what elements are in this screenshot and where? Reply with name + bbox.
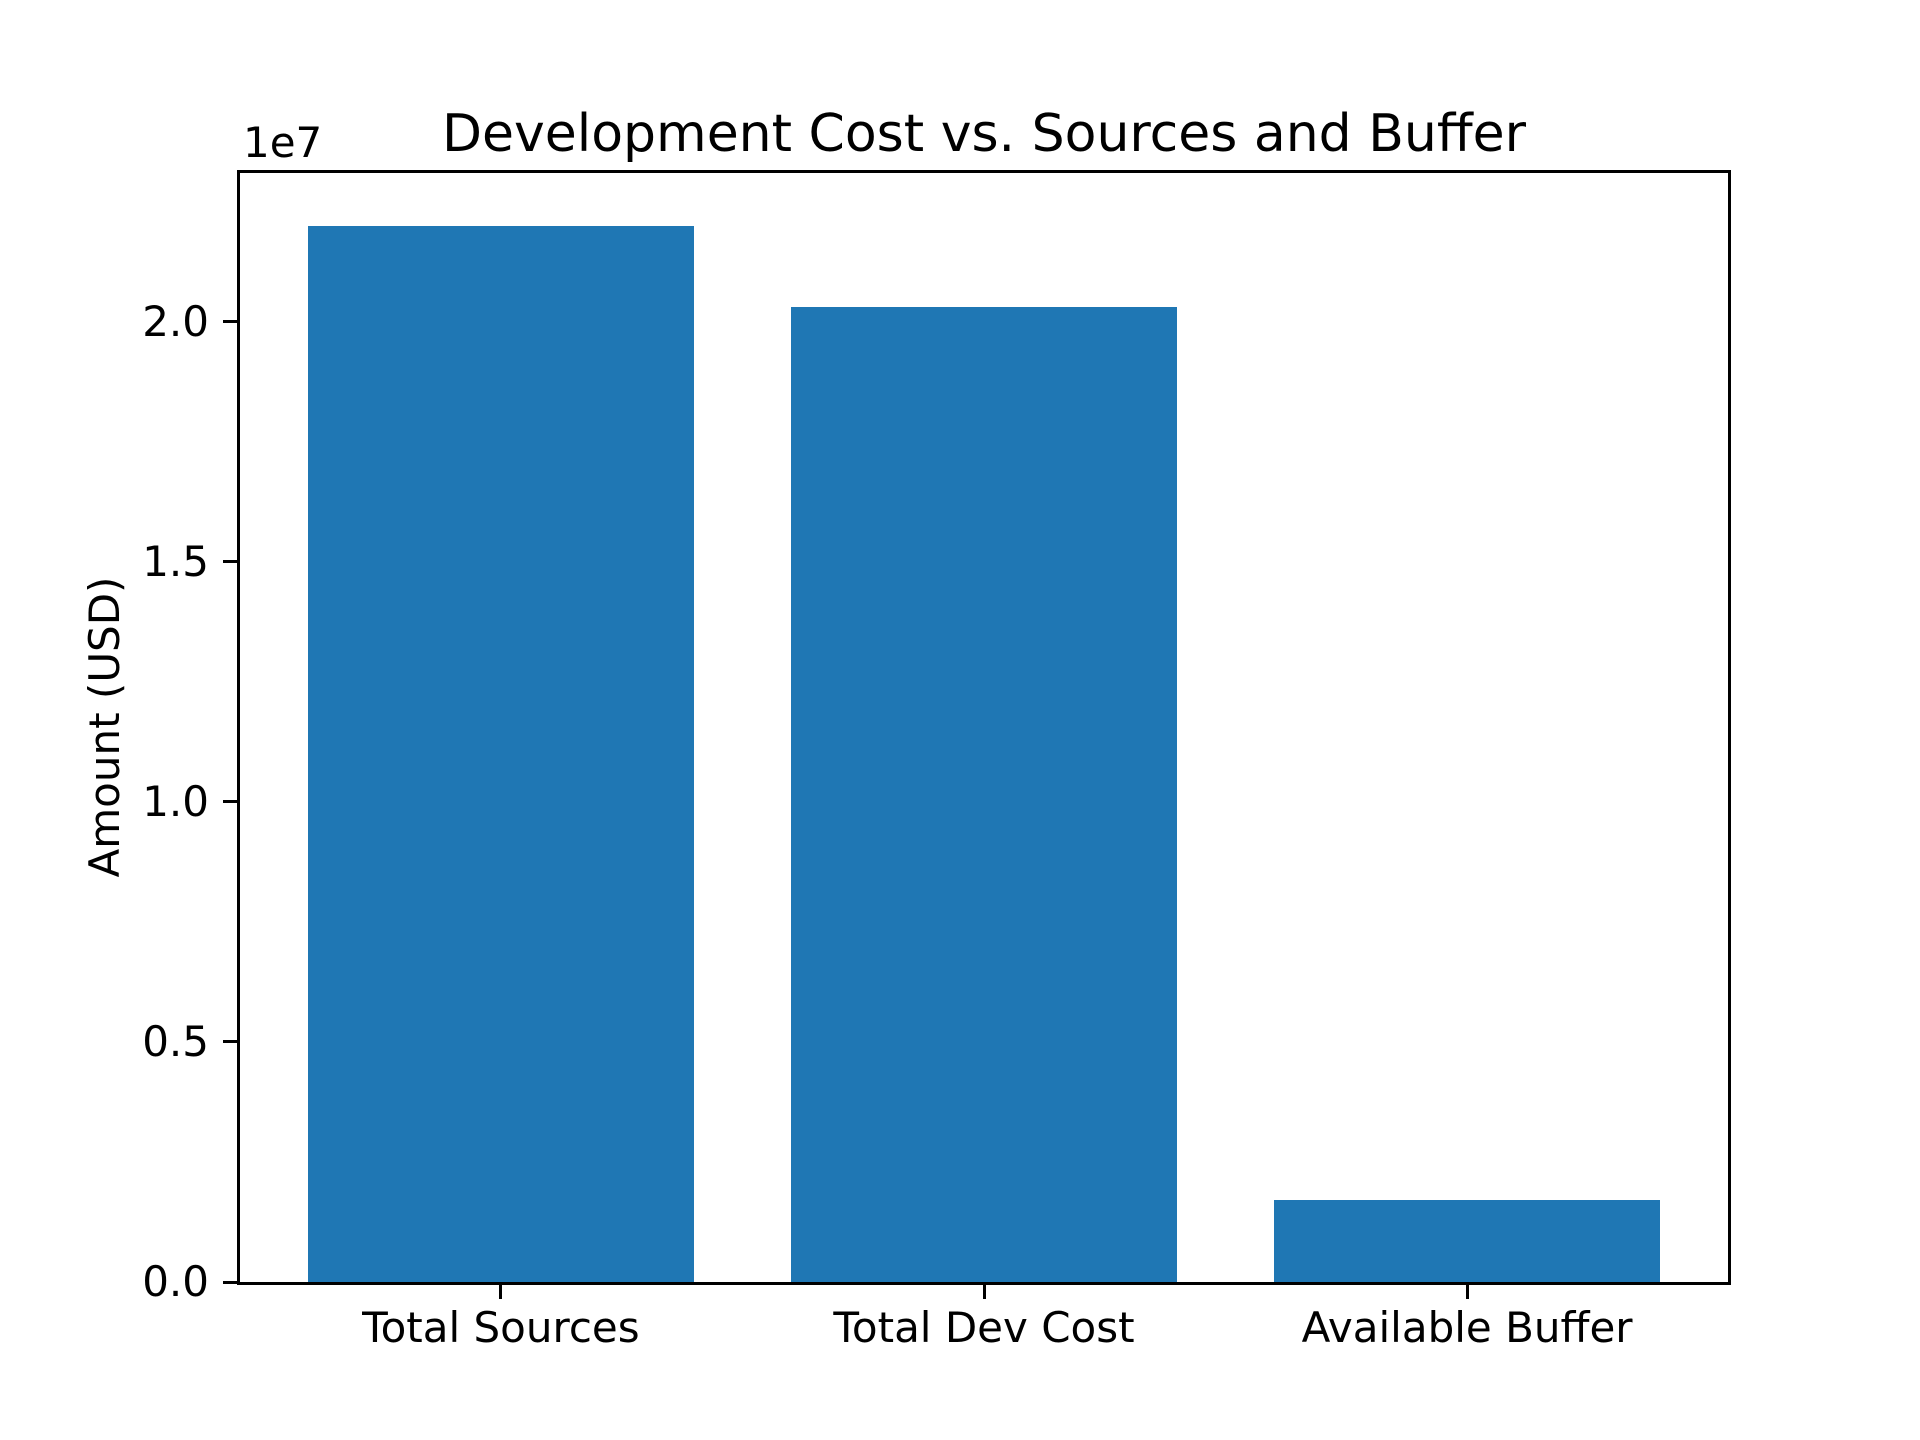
x-tick-mark-total-dev-cost [982, 1285, 986, 1299]
y-tick-mark-1.0 [223, 800, 237, 804]
y-tick-label-1.5: 1.5 [142, 536, 209, 586]
y-tick-mark-0.0 [223, 1280, 237, 1284]
y-tick-label-2.0: 2.0 [142, 296, 209, 346]
x-tick-label-total-dev-cost: Total Dev Cost [833, 1303, 1135, 1352]
x-tick-mark-available-buffer [1465, 1285, 1469, 1299]
bar-total-dev-cost [790, 307, 1178, 1282]
plot-area [237, 170, 1731, 1285]
y-tick-mark-1.5 [223, 560, 237, 564]
y-tick-label-0.5: 0.5 [142, 1016, 209, 1066]
x-tick-label-available-buffer: Available Buffer [1301, 1303, 1633, 1352]
x-tick-label-total-sources: Total Sources [362, 1303, 640, 1352]
y-tick-label-0.0: 0.0 [142, 1257, 209, 1306]
y-tick-mark-0.5 [223, 1040, 237, 1044]
x-tick-mark-total-sources [499, 1285, 503, 1299]
y-tick-mark-2.0 [223, 320, 237, 324]
y-axis-offset-label: 1e7 [243, 118, 323, 167]
chart-title: Development Cost vs. Sources and Buffer [441, 104, 1527, 164]
y-axis-label: Amount (USD) [80, 576, 129, 878]
bar-available-buffer [1273, 1200, 1661, 1282]
y-tick-label-1.0: 1.0 [142, 776, 209, 826]
bars-layer [240, 173, 1728, 1282]
bar-total-sources [307, 225, 695, 1282]
